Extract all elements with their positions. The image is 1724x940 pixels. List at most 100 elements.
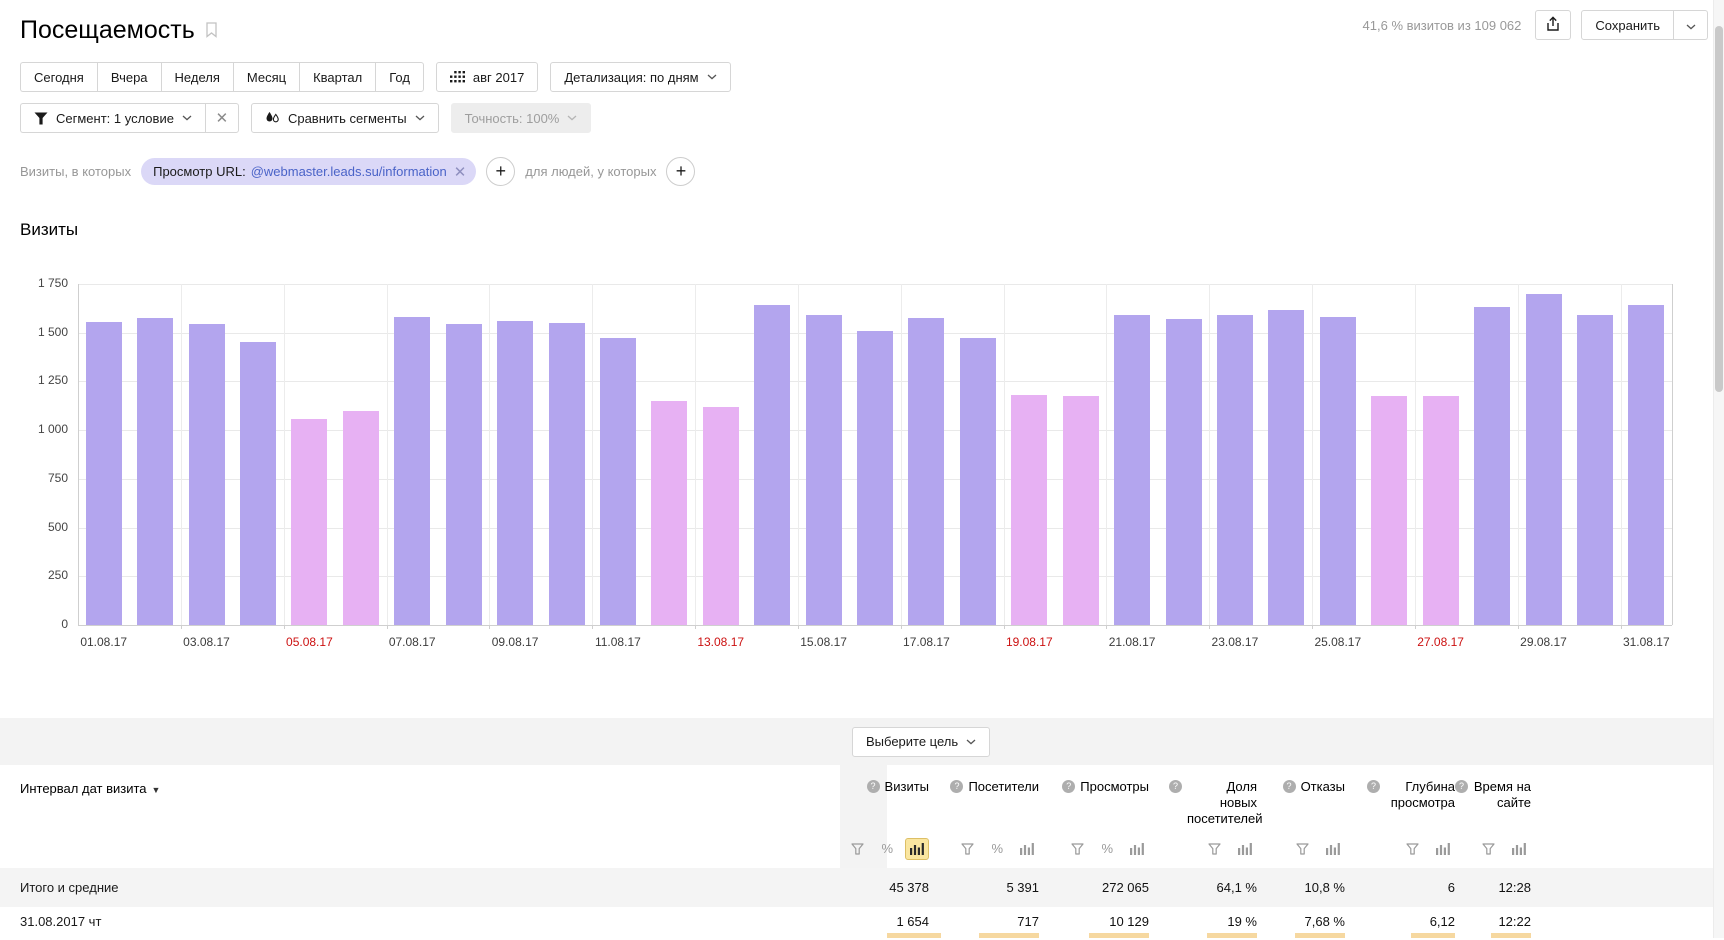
vertical-scrollbar[interactable] <box>1713 0 1724 938</box>
export-button[interactable] <box>1535 10 1572 40</box>
filter-funnel-icon[interactable] <box>846 838 869 860</box>
filter-bars-icon[interactable] <box>1125 838 1149 860</box>
filter-funnel-icon[interactable] <box>1291 838 1314 860</box>
value-minibar <box>1491 933 1531 938</box>
bar-11.08.17[interactable] <box>599 337 636 625</box>
sort-triangle-icon: ▼ <box>151 785 161 795</box>
table-row[interactable]: 31.08.2017 чт 1 654 717 10 129 19 % 7,68 % 6,… <box>0 907 1724 940</box>
bar-26.08.17[interactable] <box>1371 396 1408 625</box>
bar-21.08.17[interactable] <box>1114 315 1151 625</box>
bar-25.08.17[interactable] <box>1319 317 1356 625</box>
bar-24.08.17[interactable] <box>1268 310 1305 625</box>
column-header[interactable]: ? Посетители <box>929 779 1039 795</box>
chip-remove-icon[interactable]: ✕ <box>453 163 467 181</box>
bar-04.08.17[interactable] <box>240 341 276 625</box>
period-toolbar: Сегодня Вчера Неделя Месяц Квартал Год авг 20… <box>20 62 1724 92</box>
filter-funnel-icon[interactable] <box>1477 838 1500 860</box>
column-header[interactable]: ? Отказы <box>1257 779 1345 795</box>
bar-12.08.17[interactable] <box>651 400 688 625</box>
gridline <box>900 284 902 625</box>
bar-14.08.17[interactable] <box>754 305 791 625</box>
bar-13.08.17[interactable] <box>702 406 739 625</box>
save-split-button: Сохранить <box>1581 10 1708 40</box>
clear-segment-button[interactable]: ✕ <box>204 103 239 133</box>
scrollbar-thumb[interactable] <box>1715 26 1723 392</box>
column-header[interactable]: ? Доля новых посетителей <box>1149 779 1262 827</box>
calendar-button[interactable]: авг 2017 <box>435 62 539 92</box>
add-people-condition-button[interactable]: + <box>666 157 696 186</box>
period-tab-4[interactable]: Месяц <box>232 62 300 92</box>
column-header[interactable]: ? Время на сайте <box>1455 779 1531 811</box>
bar-23.08.17[interactable] <box>1216 315 1253 625</box>
bar-28.08.17[interactable] <box>1474 307 1510 625</box>
filter-funnel-icon[interactable] <box>1401 838 1424 860</box>
bar-22.08.17[interactable] <box>1165 319 1202 625</box>
column-header[interactable]: ? Просмотры <box>1039 779 1149 795</box>
bar-20.08.17[interactable] <box>1062 396 1099 625</box>
bookmark-icon[interactable] <box>205 22 218 38</box>
column-header[interactable]: ? Визиты <box>866 779 929 795</box>
choose-goal-dropdown[interactable]: Выберите цель <box>852 726 991 757</box>
period-tab-6[interactable]: Год <box>375 62 424 92</box>
period-tab-3[interactable]: Неделя <box>160 62 233 92</box>
filter-percent-icon[interactable]: % <box>1101 841 1113 856</box>
bar-09.08.17[interactable] <box>497 321 534 625</box>
filter-funnel-icon[interactable] <box>1066 838 1089 860</box>
filter-bars-icon[interactable] <box>1507 838 1531 860</box>
filter-percent-icon[interactable]: % <box>881 841 893 856</box>
help-icon[interactable]: ? <box>1455 780 1468 793</box>
bar-07.08.17[interactable] <box>394 317 431 625</box>
period-tab-5[interactable]: Квартал <box>299 62 376 92</box>
bar-06.08.17[interactable] <box>342 410 379 625</box>
compare-segments-dropdown[interactable]: Сравнить сегменты <box>250 103 439 133</box>
bar-03.08.17[interactable] <box>188 323 225 625</box>
funnel-icon <box>34 112 48 125</box>
bar-08.08.17[interactable] <box>445 323 482 625</box>
bar-17.08.17[interactable] <box>908 318 945 625</box>
bar-30.08.17[interactable] <box>1576 315 1613 625</box>
x-axis-tick <box>1003 625 1005 629</box>
filter-percent-icon[interactable]: % <box>991 841 1003 856</box>
help-icon[interactable]: ? <box>1282 780 1296 793</box>
bar-02.08.17[interactable] <box>137 318 174 625</box>
filter-bars-icon[interactable] <box>1233 838 1257 860</box>
save-menu-button[interactable] <box>1674 10 1708 40</box>
bar-16.08.17[interactable] <box>857 330 893 625</box>
period-tab-1[interactable]: Сегодня <box>20 62 97 92</box>
url-filter-chip[interactable]: Просмотр URL: @webmaster.leads.su/inform… <box>141 158 477 185</box>
help-icon[interactable]: ? <box>1169 780 1182 793</box>
save-button[interactable]: Сохранить <box>1581 10 1674 40</box>
help-icon[interactable]: ? <box>1062 780 1076 793</box>
bar-18.08.17[interactable] <box>959 337 996 625</box>
filter-bars-icon[interactable] <box>1431 838 1455 860</box>
column-filter-icons: % <box>851 838 929 860</box>
bar-27.08.17[interactable] <box>1422 396 1459 625</box>
filter-bars-icon[interactable] <box>1321 838 1345 860</box>
bar-15.08.17[interactable] <box>805 315 842 625</box>
column-filter-icons <box>1149 838 1257 860</box>
column-header[interactable]: ? Глубина просмотра <box>1345 779 1455 811</box>
filter-funnel-icon[interactable] <box>956 838 979 860</box>
accuracy-dropdown[interactable]: Точность: 100% <box>450 103 592 133</box>
period-tab-2[interactable]: Вчера <box>96 62 161 92</box>
bar-01.08.17[interactable] <box>85 322 122 625</box>
row-cell: 717 <box>929 914 1039 940</box>
dimension-header[interactable]: Интервал дат визита ▼ <box>20 781 161 796</box>
add-visit-condition-button[interactable]: + <box>486 157 516 186</box>
calendar-grid-icon <box>449 71 465 83</box>
filter-bars-icon[interactable] <box>905 838 929 860</box>
filter-funnel-icon[interactable] <box>1203 838 1226 860</box>
help-icon[interactable]: ? <box>1367 780 1380 793</box>
help-icon[interactable]: ? <box>950 780 964 793</box>
filter-bars-icon[interactable] <box>1015 838 1039 860</box>
bar-29.08.17[interactable] <box>1525 293 1562 625</box>
bar-10.08.17[interactable] <box>548 323 585 625</box>
segment-dropdown[interactable]: Сегмент: 1 условие <box>20 103 205 133</box>
metric-column-5: ? Отказы <box>1257 765 1345 868</box>
detail-dropdown[interactable]: Детализация: по дням <box>550 62 731 92</box>
bar-19.08.17[interactable] <box>1011 395 1048 625</box>
help-icon[interactable]: ? <box>866 780 880 793</box>
bar-05.08.17[interactable] <box>291 418 328 625</box>
bar-31.08.17[interactable] <box>1628 304 1665 625</box>
chevron-down-icon <box>415 115 425 121</box>
